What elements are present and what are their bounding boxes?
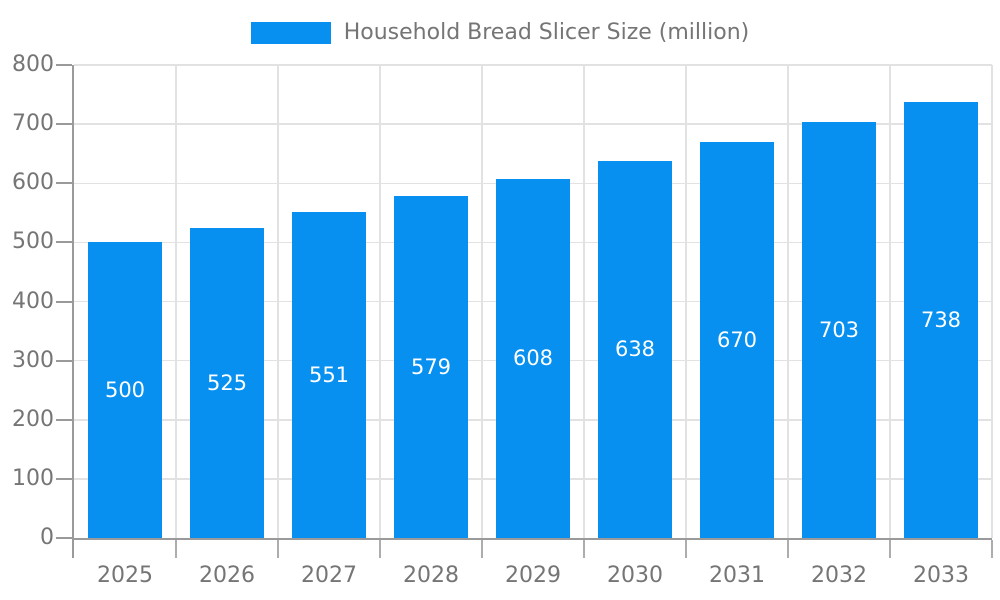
y-tick [56, 359, 72, 362]
x-axis-label: 2032 [811, 563, 867, 588]
y-axis-label: 800 [12, 52, 54, 77]
bar-2025[interactable]: 500 [88, 242, 162, 538]
y-axis-label: 100 [12, 465, 54, 491]
x-axis-label: 2029 [505, 563, 561, 588]
bar-value-label: 638 [614, 337, 656, 362]
x-axis-label: 2030 [607, 563, 663, 588]
y-tick [56, 182, 72, 185]
x-tick [991, 540, 993, 558]
v-gridline [481, 65, 483, 538]
x-axis-label: 2026 [199, 563, 255, 588]
bar-value-label: 525 [206, 370, 248, 395]
x-axis-label: 2031 [709, 563, 765, 588]
v-gridline [175, 65, 177, 538]
v-gridline [787, 65, 789, 538]
v-gridline [583, 65, 585, 538]
legend-item[interactable]: Household Bread Slicer Size (million) [0, 20, 1000, 45]
bar-value-label: 608 [512, 346, 554, 371]
bar-2026[interactable]: 525 [190, 227, 264, 538]
bar-2027[interactable]: 551 [292, 212, 366, 538]
plot-area: 500 525 551 579 608 638 670 703 738 [72, 64, 993, 540]
bar-value-label: 579 [410, 354, 452, 379]
x-tick [889, 540, 891, 558]
v-gridline [685, 65, 687, 538]
legend-label: Household Bread Slicer Size (million) [343, 20, 750, 45]
x-axis-label: 2025 [97, 563, 153, 588]
y-tick [56, 64, 72, 66]
h-gridline [74, 123, 992, 125]
bar-2033[interactable]: 738 [904, 101, 978, 538]
v-gridline [277, 65, 279, 538]
bar-value-label: 703 [818, 318, 860, 343]
x-tick [277, 540, 279, 558]
x-axis-label: 2027 [301, 563, 357, 588]
v-gridline [379, 65, 381, 538]
bar-2031[interactable]: 670 [700, 141, 774, 538]
y-tick [56, 300, 72, 303]
bar-2032[interactable]: 703 [802, 122, 876, 538]
x-tick [583, 540, 585, 558]
y-axis-label: 600 [12, 170, 54, 196]
y-tick [56, 123, 72, 126]
y-axis-label: 0 [40, 525, 54, 550]
h-gridline [74, 64, 992, 66]
y-axis-label: 400 [12, 288, 54, 314]
bar-value-label: 500 [104, 378, 146, 403]
x-tick [175, 540, 177, 558]
x-axis-label: 2033 [913, 563, 969, 588]
y-tick [56, 241, 72, 244]
x-tick [787, 540, 789, 558]
y-tick [56, 537, 72, 539]
v-gridline [991, 65, 993, 538]
y-tick [56, 418, 72, 421]
x-tick [685, 540, 687, 558]
bar-value-label: 670 [716, 327, 758, 352]
y-axis-label: 300 [12, 347, 54, 373]
y-axis-label: 500 [12, 229, 54, 255]
bar-value-label: 551 [308, 363, 350, 388]
y-axis-label: 700 [12, 111, 54, 137]
bar-2030[interactable]: 638 [598, 160, 672, 538]
v-gridline [889, 65, 891, 538]
x-tick [481, 540, 483, 558]
bar-2029[interactable]: 608 [496, 178, 570, 538]
y-tick [56, 477, 72, 480]
x-axis-label: 2028 [403, 563, 459, 588]
bar-value-label: 738 [920, 307, 962, 332]
legend-swatch-icon [250, 21, 331, 44]
x-tick [72, 540, 74, 558]
y-axis-label: 200 [12, 406, 54, 432]
x-tick [379, 540, 381, 558]
bar-2028[interactable]: 579 [394, 195, 468, 538]
